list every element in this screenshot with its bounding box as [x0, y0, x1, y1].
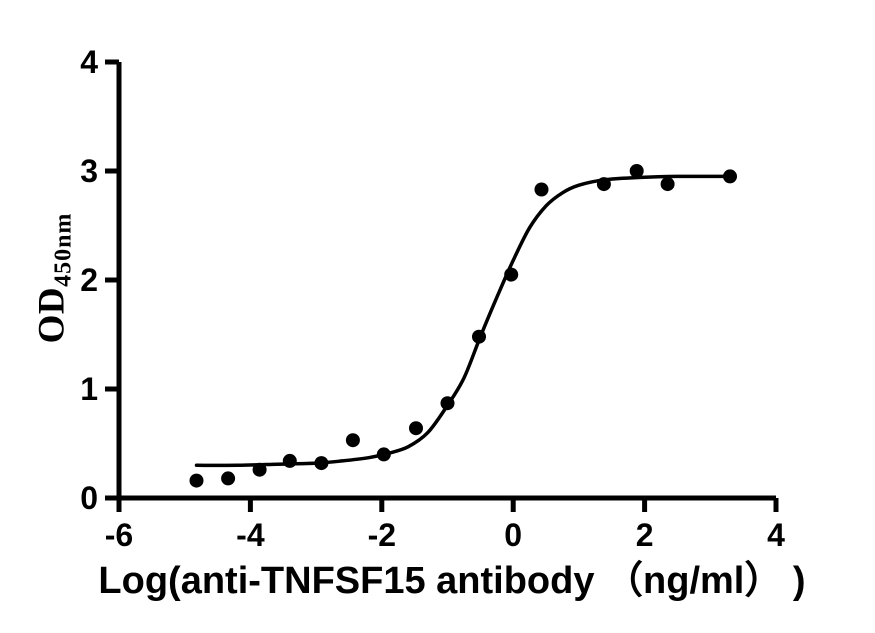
x-tick-label: -6: [105, 517, 133, 553]
data-point: [723, 169, 737, 184]
y-axis-label-subscript: 450nm: [50, 212, 77, 287]
y-tick-label: 1: [80, 371, 98, 407]
x-axis-label: Log(anti-TNFSF15 antibody （ng/ml） ): [98, 560, 806, 602]
x-tick-label: 4: [767, 517, 785, 553]
y-tick-label: 3: [80, 153, 98, 189]
data-point: [629, 164, 644, 178]
x-tick-label: 0: [504, 517, 522, 553]
y-axis-label-main: OD: [31, 286, 73, 344]
data-point: [376, 447, 391, 462]
data-point: [660, 177, 675, 192]
x-tick-label: 2: [636, 517, 654, 553]
data-point: [221, 471, 236, 486]
data-point: [189, 473, 204, 488]
data-point: [282, 453, 297, 468]
y-tick-label: 2: [80, 262, 98, 298]
y-axis-label: OD450nm: [31, 213, 77, 344]
data-point: [314, 456, 329, 471]
y-tick-label: 4: [80, 44, 98, 80]
data-point: [534, 182, 549, 197]
data-point: [345, 433, 360, 448]
data-point: [252, 462, 267, 477]
data-point: [409, 421, 423, 436]
data-point: [596, 177, 611, 192]
x-tick-label: -2: [368, 517, 396, 553]
x-tick-label: -4: [236, 517, 265, 553]
data-point: [472, 329, 486, 344]
data-point: [440, 396, 455, 411]
fit-curve: [194, 174, 732, 468]
y-tick-label: 0: [80, 480, 98, 516]
data-point: [504, 267, 519, 282]
